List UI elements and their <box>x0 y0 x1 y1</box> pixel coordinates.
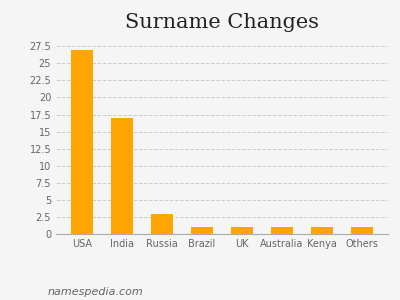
Bar <box>231 227 253 234</box>
Text: namespedia.com: namespedia.com <box>48 287 144 297</box>
Bar <box>351 227 373 234</box>
Bar <box>191 227 213 234</box>
Title: Surname Changes: Surname Changes <box>125 13 319 32</box>
Bar <box>271 227 293 234</box>
Bar <box>151 214 173 234</box>
Bar <box>71 50 93 234</box>
Bar <box>311 227 333 234</box>
Bar <box>111 118 133 234</box>
